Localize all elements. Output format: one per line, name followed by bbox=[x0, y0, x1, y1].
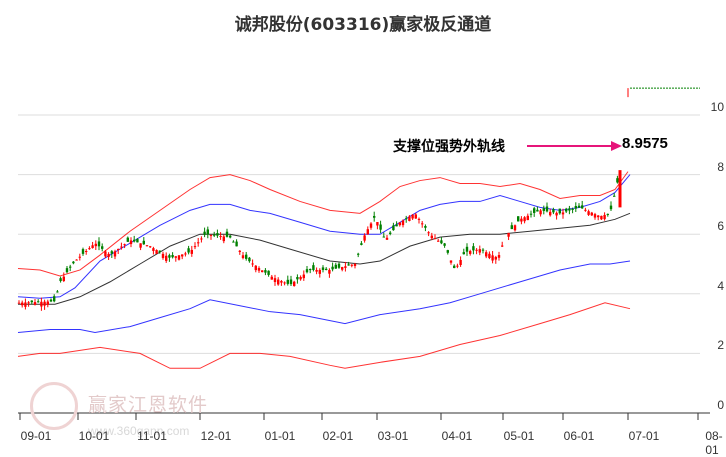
x-tick-label: 06-01 bbox=[563, 429, 595, 443]
x-tick-label: 01-01 bbox=[264, 429, 296, 443]
x-tick-label: 11-01 bbox=[137, 429, 167, 443]
annotation-arrow bbox=[527, 141, 622, 151]
chart-title: 诚邦股份(603316)赢家极反通道 bbox=[234, 15, 492, 35]
x-tick-label: 03-01 bbox=[377, 429, 409, 443]
x-tick-label: 02-01 bbox=[322, 429, 354, 443]
candlesticks bbox=[17, 87, 700, 311]
x-axis bbox=[18, 412, 710, 420]
x-tick-label: 04-01 bbox=[441, 429, 473, 443]
y-tick-label: 0 bbox=[717, 398, 724, 412]
x-tick-label: 07-01 bbox=[628, 429, 660, 443]
y-tick-label: 2 bbox=[717, 338, 724, 353]
y-tick-label: 6 bbox=[717, 219, 724, 234]
y-tick-label: 4 bbox=[717, 278, 724, 293]
y-tick-label: 10 bbox=[710, 100, 724, 114]
x-tick-label: 05-01 bbox=[503, 429, 535, 443]
watermark-text: 赢家江恩软件 bbox=[88, 394, 209, 416]
x-tick-label: 10-01 bbox=[78, 429, 110, 443]
x-tick-label: 08-01 bbox=[705, 429, 723, 457]
annotation-value: 8.9575 bbox=[622, 135, 668, 152]
annotation-label: 支撑位强势外轨线 bbox=[393, 139, 505, 155]
x-tick-label: 09-01 bbox=[20, 429, 52, 443]
watermark-url: www.360gann.com bbox=[88, 424, 190, 438]
y-tick-label: 8 bbox=[717, 159, 724, 174]
watermark-logo-icon bbox=[30, 382, 78, 430]
x-tick-label: 12-01 bbox=[200, 429, 232, 443]
